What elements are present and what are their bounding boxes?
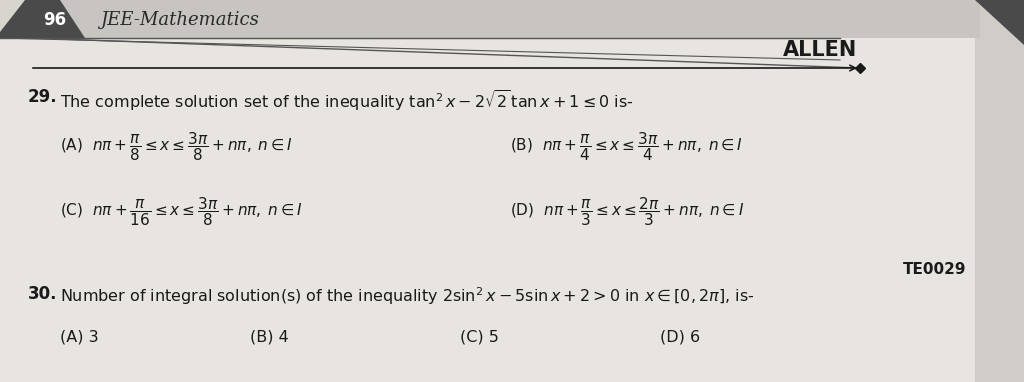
Text: (A)  $n\pi + \dfrac{\pi}{8} \leq x \leq \dfrac{3\pi}{8} + n\pi,\; n \in I$: (A) $n\pi + \dfrac{\pi}{8} \leq x \leq \… xyxy=(60,130,293,163)
Text: 96: 96 xyxy=(43,11,67,29)
Text: TE0029: TE0029 xyxy=(903,262,967,277)
Text: The complete solution set of the inequality $\tan^2 x - 2\sqrt{2}\,\tan x + 1 \l: The complete solution set of the inequal… xyxy=(60,88,634,113)
Text: (D) 6: (D) 6 xyxy=(660,330,700,345)
Text: 30.: 30. xyxy=(28,285,57,303)
Text: Number of integral solution(s) of the inequality $2\sin^2 x - 5\sin x + 2 > 0$ i: Number of integral solution(s) of the in… xyxy=(60,285,755,307)
Text: ALLEN: ALLEN xyxy=(783,40,857,60)
Text: JEE-Mathematics: JEE-Mathematics xyxy=(100,11,259,29)
Text: (D)  $n\pi + \dfrac{\pi}{3} \leq x \leq \dfrac{2\pi}{3} + n\pi,\; n \in I$: (D) $n\pi + \dfrac{\pi}{3} \leq x \leq \… xyxy=(510,195,744,228)
Text: 29.: 29. xyxy=(28,88,57,106)
Text: (B)  $n\pi + \dfrac{\pi}{4} \leq x \leq \dfrac{3\pi}{4} + n\pi,\; n \in I$: (B) $n\pi + \dfrac{\pi}{4} \leq x \leq \… xyxy=(510,130,743,163)
Bar xyxy=(0,0,980,38)
Text: (A) 3: (A) 3 xyxy=(60,330,98,345)
Polygon shape xyxy=(0,0,25,32)
Text: (C) 5: (C) 5 xyxy=(460,330,499,345)
Text: (B) 4: (B) 4 xyxy=(250,330,289,345)
Bar xyxy=(975,0,1024,382)
Polygon shape xyxy=(975,0,1024,45)
Polygon shape xyxy=(0,0,85,38)
Text: (C)  $n\pi + \dfrac{\pi}{16} \leq x \leq \dfrac{3\pi}{8} + n\pi,\; n \in I$: (C) $n\pi + \dfrac{\pi}{16} \leq x \leq … xyxy=(60,195,303,228)
